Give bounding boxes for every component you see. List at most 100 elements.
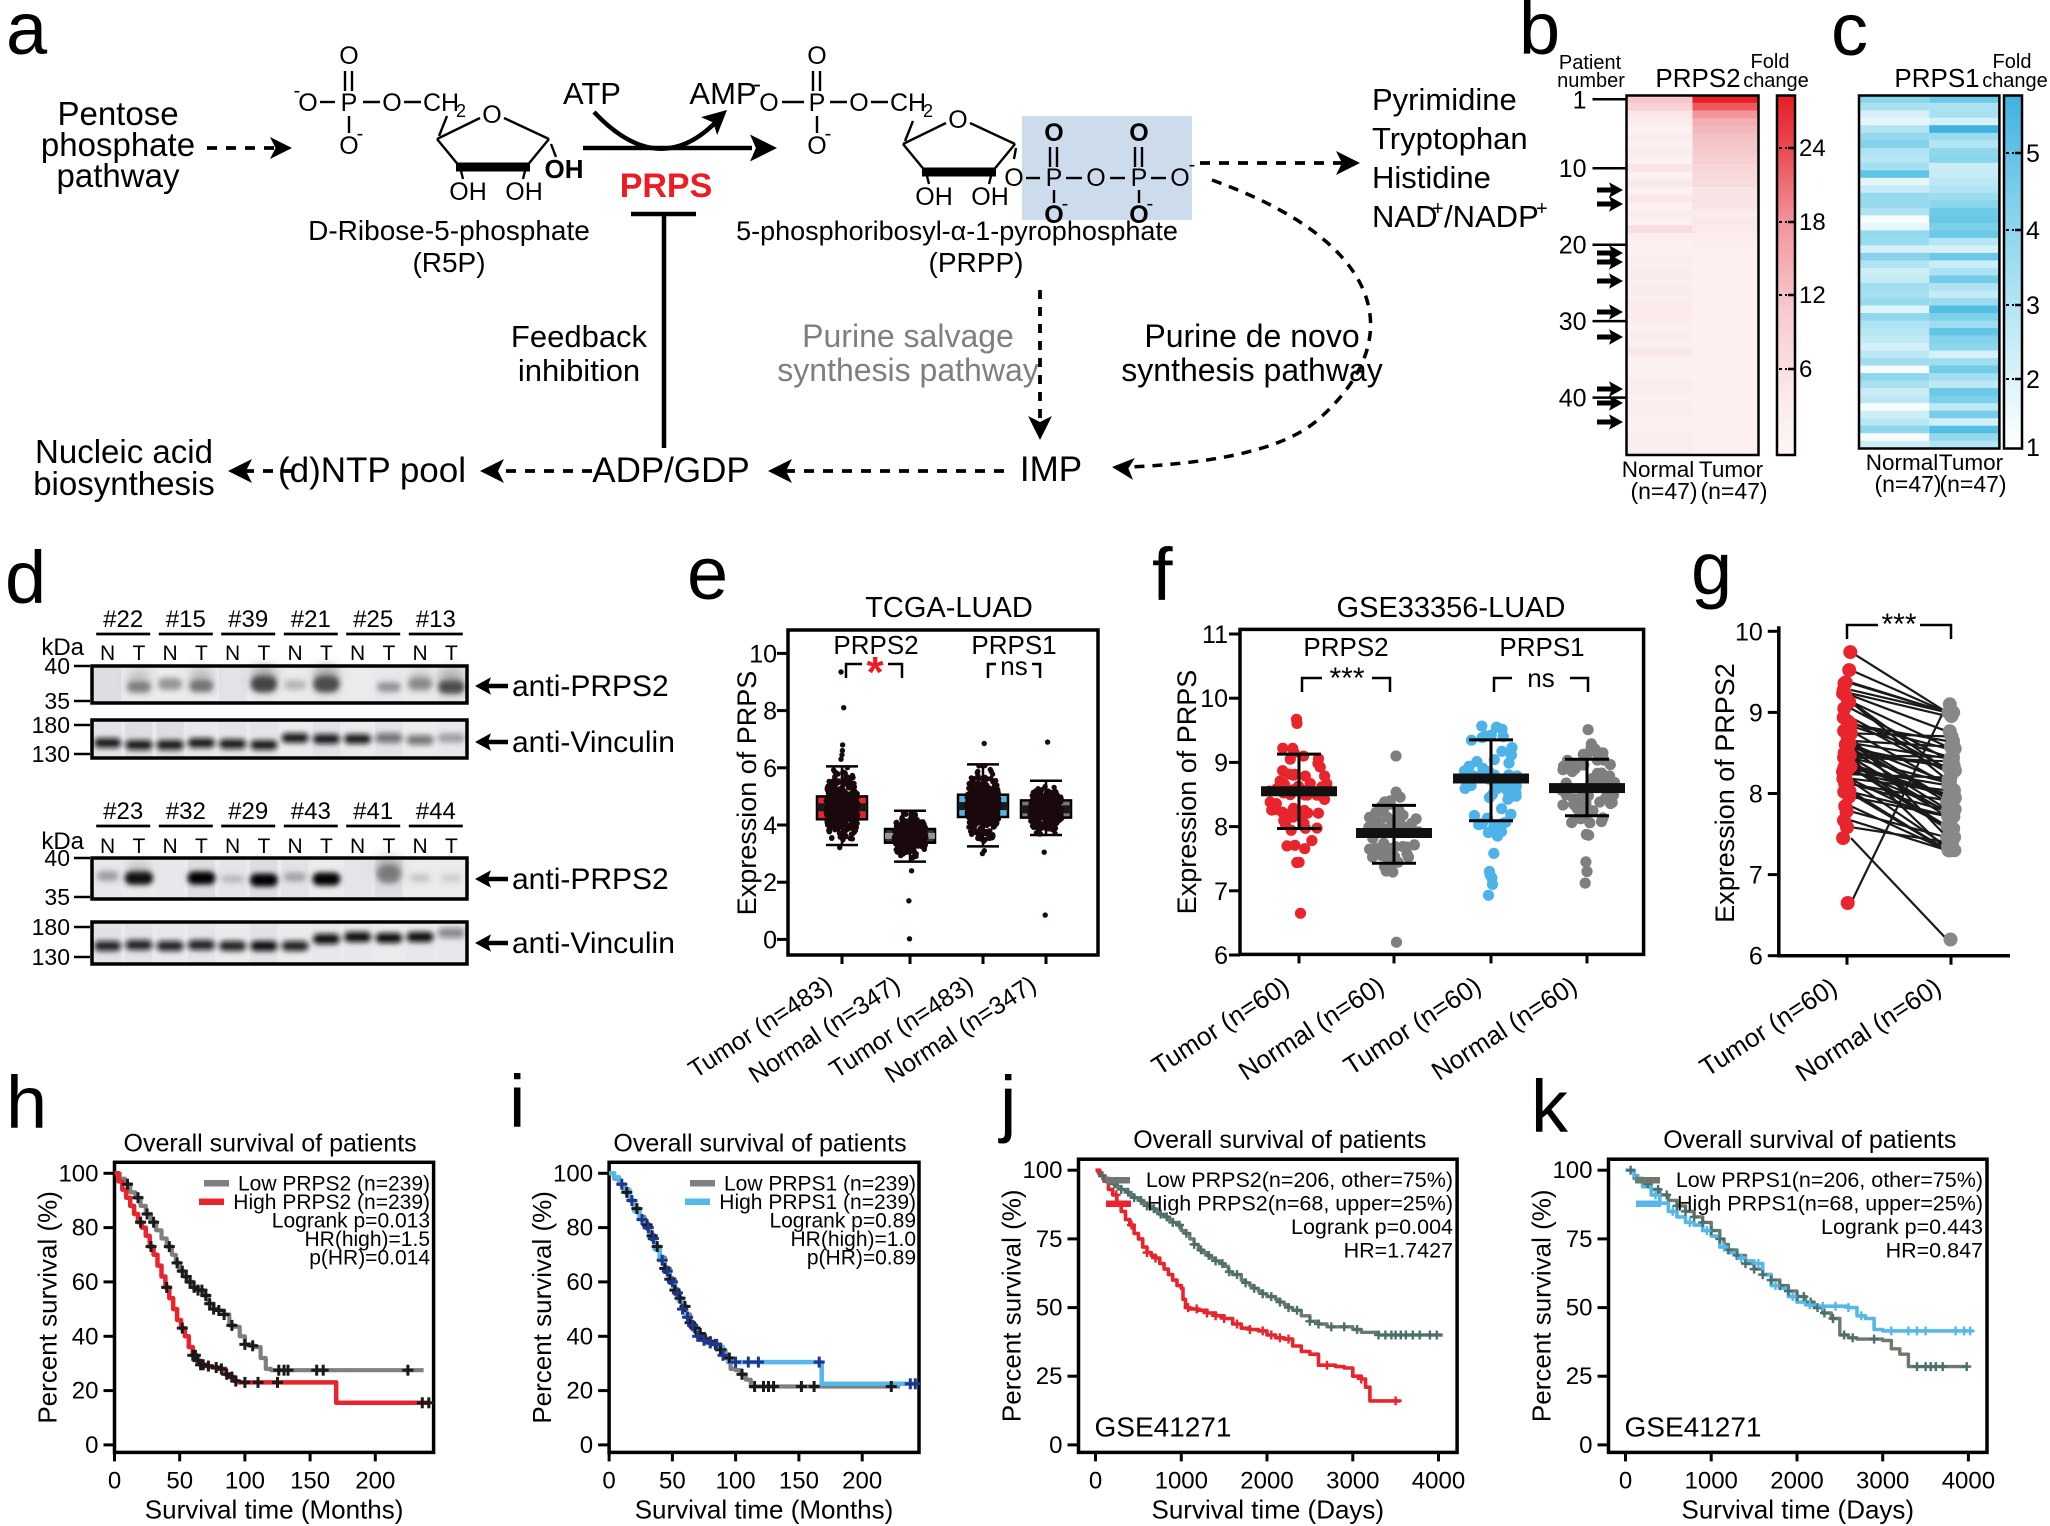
svg-text:c: c [1831, 0, 1868, 71]
svg-text:100: 100 [553, 1160, 593, 1187]
svg-text:***: *** [1881, 608, 1916, 641]
svg-text:N: N [100, 642, 115, 665]
svg-text:Pyrimidine: Pyrimidine [1372, 82, 1517, 117]
svg-text:3: 3 [2026, 292, 2040, 320]
svg-text:4000: 4000 [1942, 1467, 1995, 1494]
svg-text:Expression of PRPS2: Expression of PRPS2 [1710, 663, 1740, 923]
svg-text:biosynthesis: biosynthesis [33, 465, 215, 502]
svg-text:25: 25 [1566, 1363, 1593, 1390]
svg-text:-: - [357, 123, 364, 145]
svg-text:T: T [382, 642, 395, 665]
svg-text:1: 1 [1573, 86, 1587, 114]
svg-text:Logrank p=0.013: Logrank p=0.013 [272, 1209, 430, 1232]
svg-text:Logrank p=0.443: Logrank p=0.443 [1821, 1215, 1983, 1239]
svg-text:NAD: NAD [1372, 199, 1437, 234]
svg-text:180: 180 [32, 914, 70, 940]
svg-text:0: 0 [1089, 1467, 1102, 1494]
svg-text:2: 2 [923, 101, 933, 121]
svg-text:P: P [341, 89, 358, 117]
svg-text:Percent survival (%): Percent survival (%) [1527, 1189, 1557, 1422]
svg-text:N: N [413, 835, 428, 858]
svg-text:50: 50 [166, 1467, 193, 1494]
svg-text:Tumor: Tumor [1699, 457, 1764, 482]
svg-text:T: T [132, 835, 145, 858]
svg-text:synthesis pathway: synthesis pathway [1121, 352, 1382, 388]
svg-text:CH: CH [890, 89, 926, 117]
svg-text:anti-Vinculin: anti-Vinculin [512, 726, 675, 759]
svg-text:Fold: Fold [1993, 51, 2032, 73]
svg-text:PRPS2: PRPS2 [1655, 63, 1740, 93]
svg-text:OH: OH [971, 183, 1009, 211]
svg-text:20: 20 [1559, 232, 1587, 260]
svg-text:kDa: kDa [41, 828, 84, 855]
svg-text:N: N [288, 642, 303, 665]
svg-text:T: T [195, 835, 208, 858]
svg-text:Percent survival (%): Percent survival (%) [997, 1189, 1027, 1422]
svg-text:6: 6 [1799, 356, 1812, 383]
svg-text:Tumor: Tumor [1939, 450, 2004, 475]
svg-text:d: d [5, 536, 46, 619]
svg-text:N: N [225, 835, 240, 858]
svg-text:10: 10 [1735, 618, 1763, 646]
svg-text:0: 0 [108, 1467, 121, 1494]
svg-text:35: 35 [44, 688, 70, 714]
svg-text:100: 100 [716, 1467, 756, 1494]
svg-text:9: 9 [1214, 749, 1228, 777]
svg-text:-: - [1062, 193, 1069, 215]
svg-text:OH: OH [449, 178, 487, 206]
svg-text:4: 4 [763, 812, 777, 840]
svg-text:(n=47): (n=47) [1874, 471, 1941, 497]
svg-text:10: 10 [1559, 155, 1587, 183]
svg-text:f: f [1152, 533, 1173, 616]
svg-text:75: 75 [1036, 1226, 1063, 1253]
svg-text:1: 1 [2026, 434, 2040, 462]
svg-text:Expression of PRPS: Expression of PRPS [1172, 670, 1202, 915]
svg-text:O: O [339, 132, 358, 160]
svg-text:O: O [807, 132, 826, 160]
svg-text:Feedback: Feedback [511, 319, 648, 354]
svg-text:#15: #15 [166, 606, 206, 633]
svg-text:Overall survival of patients: Overall survival of patients [1133, 1126, 1426, 1154]
svg-text:T: T [382, 835, 395, 858]
svg-text:0: 0 [85, 1432, 98, 1459]
svg-text:O: O [1086, 164, 1105, 192]
svg-text:0: 0 [1619, 1467, 1632, 1494]
svg-text:0: 0 [580, 1432, 593, 1459]
svg-text:***: *** [1329, 662, 1364, 695]
svg-text:T: T [257, 835, 270, 858]
svg-text:High PRPS1 (n=239): High PRPS1 (n=239) [719, 1191, 916, 1214]
svg-text:Normal: Normal [1622, 457, 1695, 482]
svg-text:6: 6 [1214, 942, 1228, 970]
svg-text:Low PRPS1(n=206, other=75%): Low PRPS1(n=206, other=75%) [1676, 1168, 1983, 1192]
svg-text:(d)NTP pool: (d)NTP pool [278, 451, 466, 490]
svg-text:T: T [195, 642, 208, 665]
svg-text:inhibition: inhibition [518, 353, 640, 388]
svg-text:0: 0 [602, 1467, 615, 1494]
svg-text:150: 150 [290, 1467, 330, 1494]
svg-text:#21: #21 [291, 606, 331, 633]
svg-text:N: N [413, 642, 428, 665]
svg-text:Overall survival of patients: Overall survival of patients [613, 1129, 906, 1157]
svg-text:3000: 3000 [1326, 1467, 1379, 1494]
svg-text:2000: 2000 [1240, 1467, 1293, 1494]
svg-text:HR(high)=1.5: HR(high)=1.5 [305, 1228, 430, 1251]
svg-text:N: N [163, 835, 178, 858]
svg-text:2: 2 [456, 101, 466, 121]
svg-text:anti-PRPS2: anti-PRPS2 [512, 863, 669, 896]
svg-text:T: T [257, 642, 270, 665]
svg-text:phosphate: phosphate [41, 126, 195, 163]
svg-text:a: a [6, 0, 48, 70]
svg-text:20: 20 [72, 1378, 99, 1405]
svg-text:GSE41271: GSE41271 [1095, 1411, 1232, 1442]
svg-text:200: 200 [842, 1467, 882, 1494]
svg-text:50: 50 [659, 1467, 686, 1494]
svg-text:T: T [445, 835, 458, 858]
svg-text:Tryptophan: Tryptophan [1372, 121, 1528, 156]
svg-text:Survival time (Months): Survival time (Months) [635, 1494, 894, 1524]
svg-text:+: + [1536, 198, 1548, 220]
svg-text:P: P [1131, 164, 1148, 192]
svg-text:18: 18 [1799, 209, 1826, 236]
svg-text:Survival time (Days): Survival time (Days) [1152, 1494, 1385, 1524]
svg-text:Low PRPS1 (n=239): Low PRPS1 (n=239) [724, 1172, 916, 1195]
svg-text:12: 12 [1799, 282, 1826, 309]
